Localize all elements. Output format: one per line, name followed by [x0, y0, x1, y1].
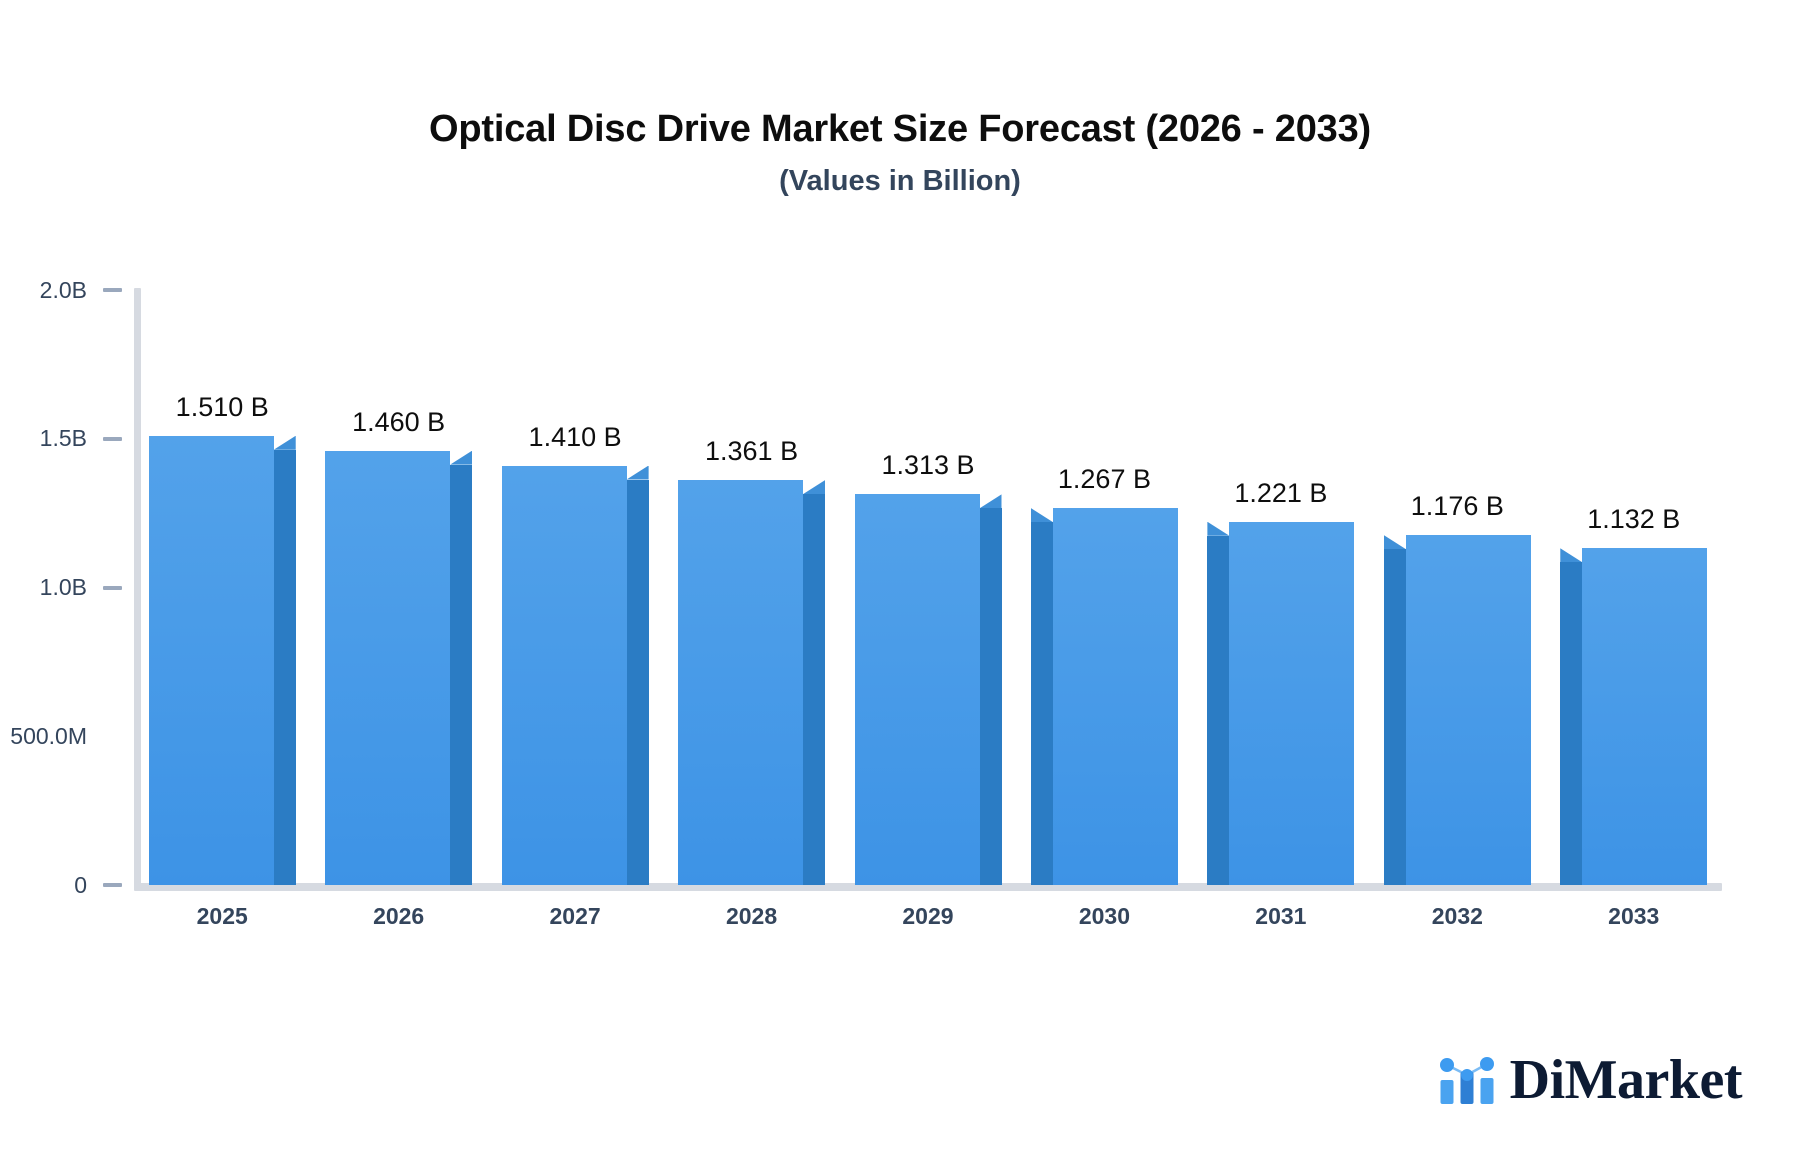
- bar-side-face: [803, 494, 826, 885]
- bar-top-face: [450, 450, 473, 465]
- bar-value-label: 1.313 B: [881, 450, 975, 481]
- bar-top-face: [626, 465, 649, 480]
- bar-value-label: 1.176 B: [1410, 491, 1504, 522]
- dimarket-logo: DiMarket: [1438, 1049, 1743, 1111]
- bar-value-label: 1.410 B: [528, 421, 622, 452]
- bar-front-face: [148, 435, 274, 885]
- bar[interactable]: [501, 465, 649, 885]
- bar-top-face: [1560, 548, 1583, 563]
- bar-value-label: 1.221 B: [1234, 477, 1328, 508]
- x-axis-tick-label: 2027: [549, 903, 601, 929]
- bar-front-face: [1405, 535, 1531, 885]
- chart-subtitle: (Values in Billion): [779, 165, 1021, 197]
- bar[interactable]: [1207, 521, 1355, 885]
- y-axis-tick-label: 1.5B: [39, 425, 87, 452]
- x-axis-tick-label: 2029: [902, 903, 954, 929]
- bar-side-face: [1383, 549, 1406, 885]
- y-axis-line: [134, 288, 141, 888]
- chart-title: Optical Disc Drive Market Size Forecast …: [429, 108, 1371, 150]
- bar-front-face: [1052, 508, 1178, 885]
- y-axis-tick-dash: [103, 288, 122, 292]
- bar-top-face: [1207, 521, 1230, 536]
- bar-front-face: [325, 450, 451, 885]
- bar-side-face: [273, 449, 296, 885]
- y-axis-tick-label: 0: [74, 871, 87, 898]
- bar-value-label: 1.132 B: [1587, 504, 1681, 535]
- y-axis-tick-dash: [103, 436, 122, 441]
- bar-value-label: 1.267 B: [1057, 464, 1151, 495]
- bar-top-face: [803, 480, 826, 495]
- bar-value-label: 1.361 B: [705, 436, 799, 467]
- y-axis-tick-dash: [103, 734, 122, 738]
- bar-side-face: [626, 479, 649, 885]
- x-axis-tick-label: 2025: [196, 903, 248, 929]
- bar-front-face: [501, 465, 627, 885]
- x-axis-tick-label: 2026: [373, 903, 425, 929]
- bar-front-face: [854, 494, 980, 885]
- x-axis-tick-label: 2030: [1078, 903, 1131, 929]
- bar[interactable]: [1030, 508, 1178, 885]
- bar[interactable]: [1383, 535, 1531, 885]
- bar-side-face: [979, 508, 1002, 885]
- bar-top-face: [273, 435, 296, 450]
- y-axis-tick-dash: [103, 883, 122, 887]
- bar-chart-logo-icon: [1438, 1054, 1496, 1106]
- x-axis-tick-label: 2032: [1431, 903, 1483, 929]
- bar-side-face: [1207, 535, 1230, 885]
- bar-value-label: 1.460 B: [352, 406, 446, 437]
- bar[interactable]: [678, 480, 826, 885]
- bar-side-face: [1030, 522, 1053, 885]
- bar-value-label: 1.510 B: [175, 391, 269, 422]
- bar[interactable]: [1560, 548, 1708, 885]
- y-axis-tick-dash: [103, 585, 122, 590]
- bar[interactable]: [854, 494, 1002, 885]
- y-axis-tick-label: 1.0B: [39, 574, 87, 600]
- bar-front-face: [678, 480, 804, 885]
- bar-top-face: [1383, 535, 1406, 550]
- bar-side-face: [450, 464, 473, 885]
- bar-top-face: [1030, 508, 1053, 523]
- bar-top-face: [979, 494, 1002, 509]
- x-axis-tick-label: 2033: [1608, 903, 1660, 929]
- bar[interactable]: [148, 435, 296, 885]
- bar-side-face: [1560, 562, 1583, 885]
- logo-wordmark: DiMarket: [1509, 1049, 1743, 1111]
- x-axis-line: [134, 883, 1722, 891]
- x-axis-tick-label: 2028: [725, 903, 778, 929]
- y-axis-tick-label: 2.0B: [39, 276, 87, 303]
- x-axis-tick-label: 2031: [1255, 903, 1307, 929]
- bar-front-face: [1582, 548, 1708, 885]
- y-axis-tick-label: 500.0M: [10, 722, 87, 749]
- bar[interactable]: [325, 450, 473, 885]
- bar-front-face: [1229, 521, 1355, 885]
